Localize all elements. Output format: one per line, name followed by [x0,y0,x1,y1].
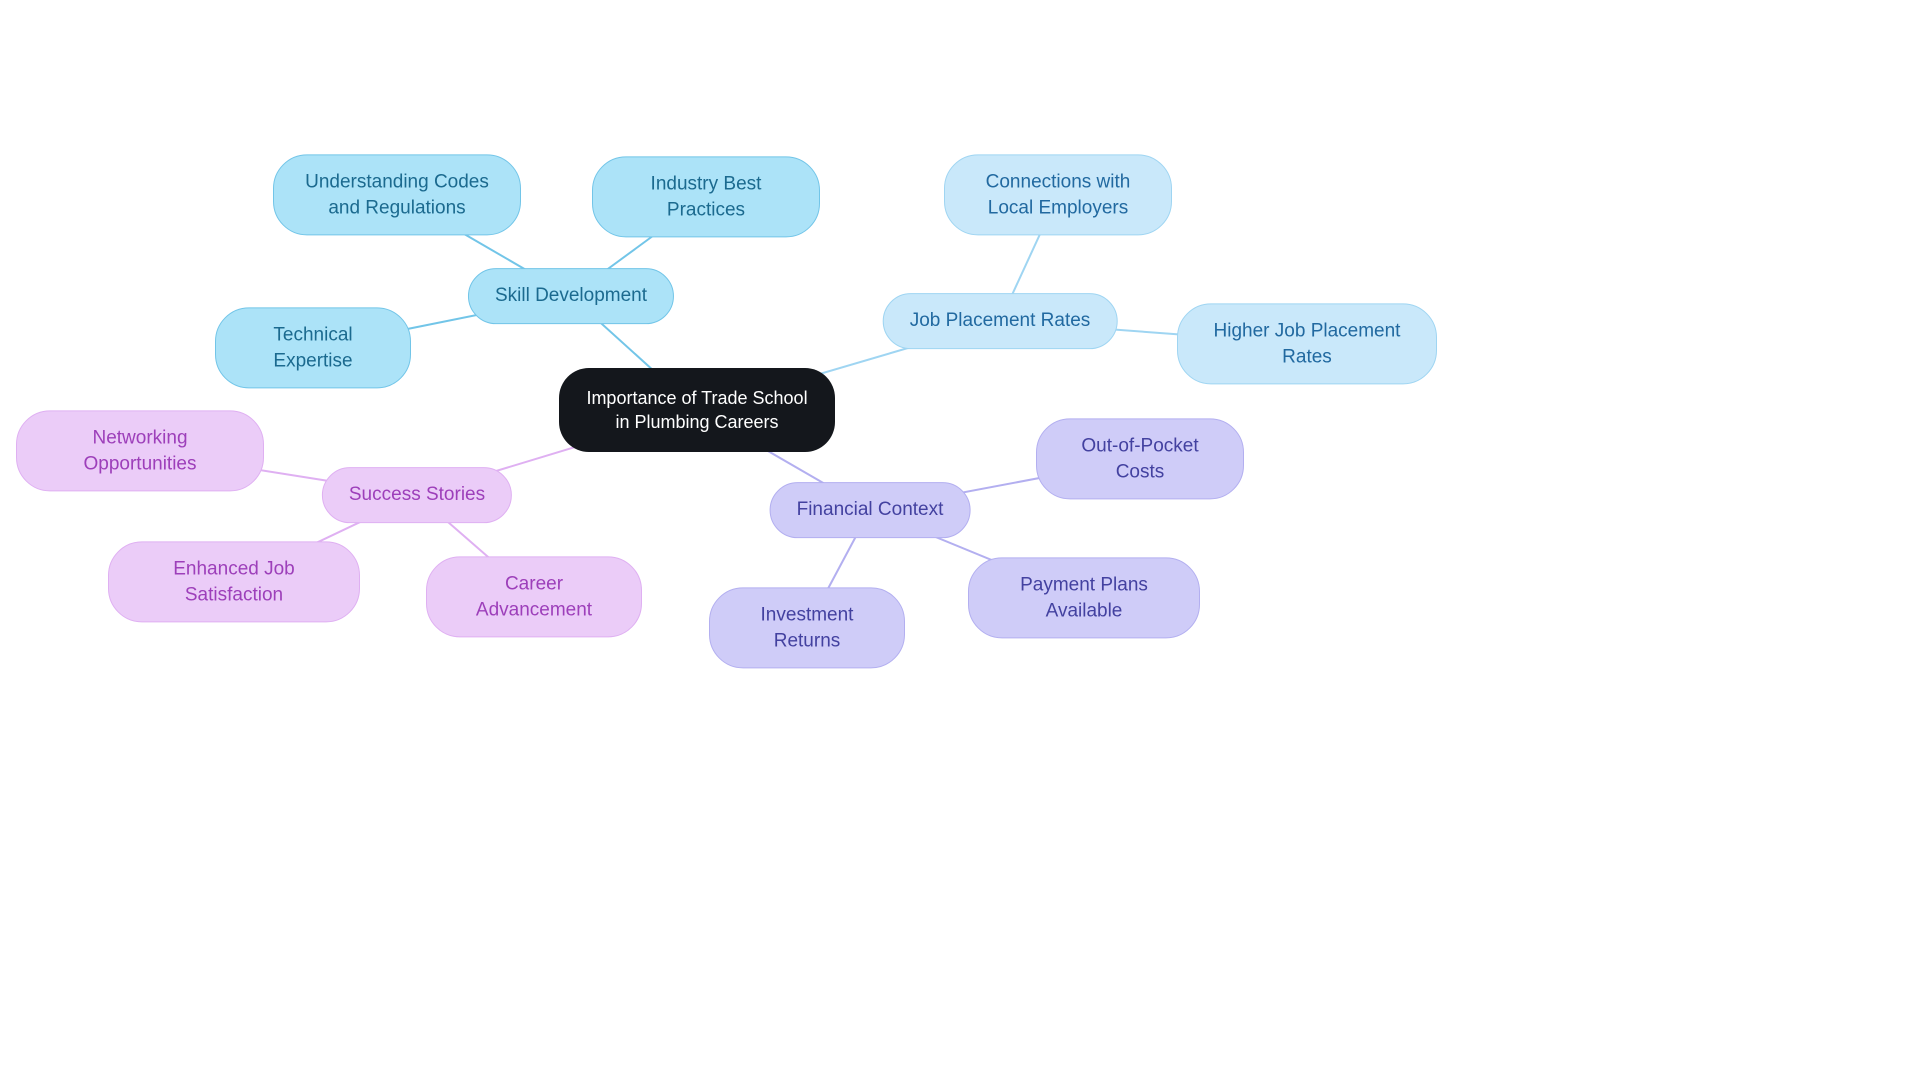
networking-label: Networking Opportunities [43,425,237,476]
success-branch: Success Stories [322,467,512,523]
center-label: Importance of Trade School in Plumbing C… [585,386,809,435]
payment-plans-leaf: Payment Plans Available [968,557,1200,638]
networking-leaf: Networking Opportunities [16,410,264,491]
invest-returns-label: Investment Returns [736,602,878,653]
skill-dev-label: Skill Development [495,283,647,309]
job-sat-leaf: Enhanced Job Satisfaction [108,541,360,622]
higher-rates-leaf: Higher Job Placement Rates [1177,303,1437,384]
career-adv-label: Career Advancement [453,571,615,622]
financial-label: Financial Context [797,497,944,523]
connections-leaf: Connections with Local Employers [944,154,1172,235]
oop-costs-leaf: Out-of-Pocket Costs [1036,418,1244,499]
best-practices-label: Industry Best Practices [619,171,793,222]
higher-rates-label: Higher Job Placement Rates [1204,318,1410,369]
best-practices-leaf: Industry Best Practices [592,156,820,237]
codes-regs-leaf: Understanding Codes and Regulations [273,154,521,235]
tech-expertise-leaf: Technical Expertise [215,307,411,388]
center-node: Importance of Trade School in Plumbing C… [559,368,835,452]
financial-branch: Financial Context [770,482,971,538]
codes-regs-label: Understanding Codes and Regulations [300,169,494,220]
career-adv-leaf: Career Advancement [426,556,642,637]
skill-dev-branch: Skill Development [468,268,674,324]
connections-label: Connections with Local Employers [971,169,1145,220]
payment-plans-label: Payment Plans Available [995,572,1173,623]
job-place-branch: Job Placement Rates [883,293,1118,349]
oop-costs-label: Out-of-Pocket Costs [1063,433,1217,484]
success-label: Success Stories [349,482,485,508]
invest-returns-leaf: Investment Returns [709,587,905,668]
tech-expertise-label: Technical Expertise [242,322,384,373]
job-place-label: Job Placement Rates [910,308,1091,334]
job-sat-label: Enhanced Job Satisfaction [135,556,333,607]
